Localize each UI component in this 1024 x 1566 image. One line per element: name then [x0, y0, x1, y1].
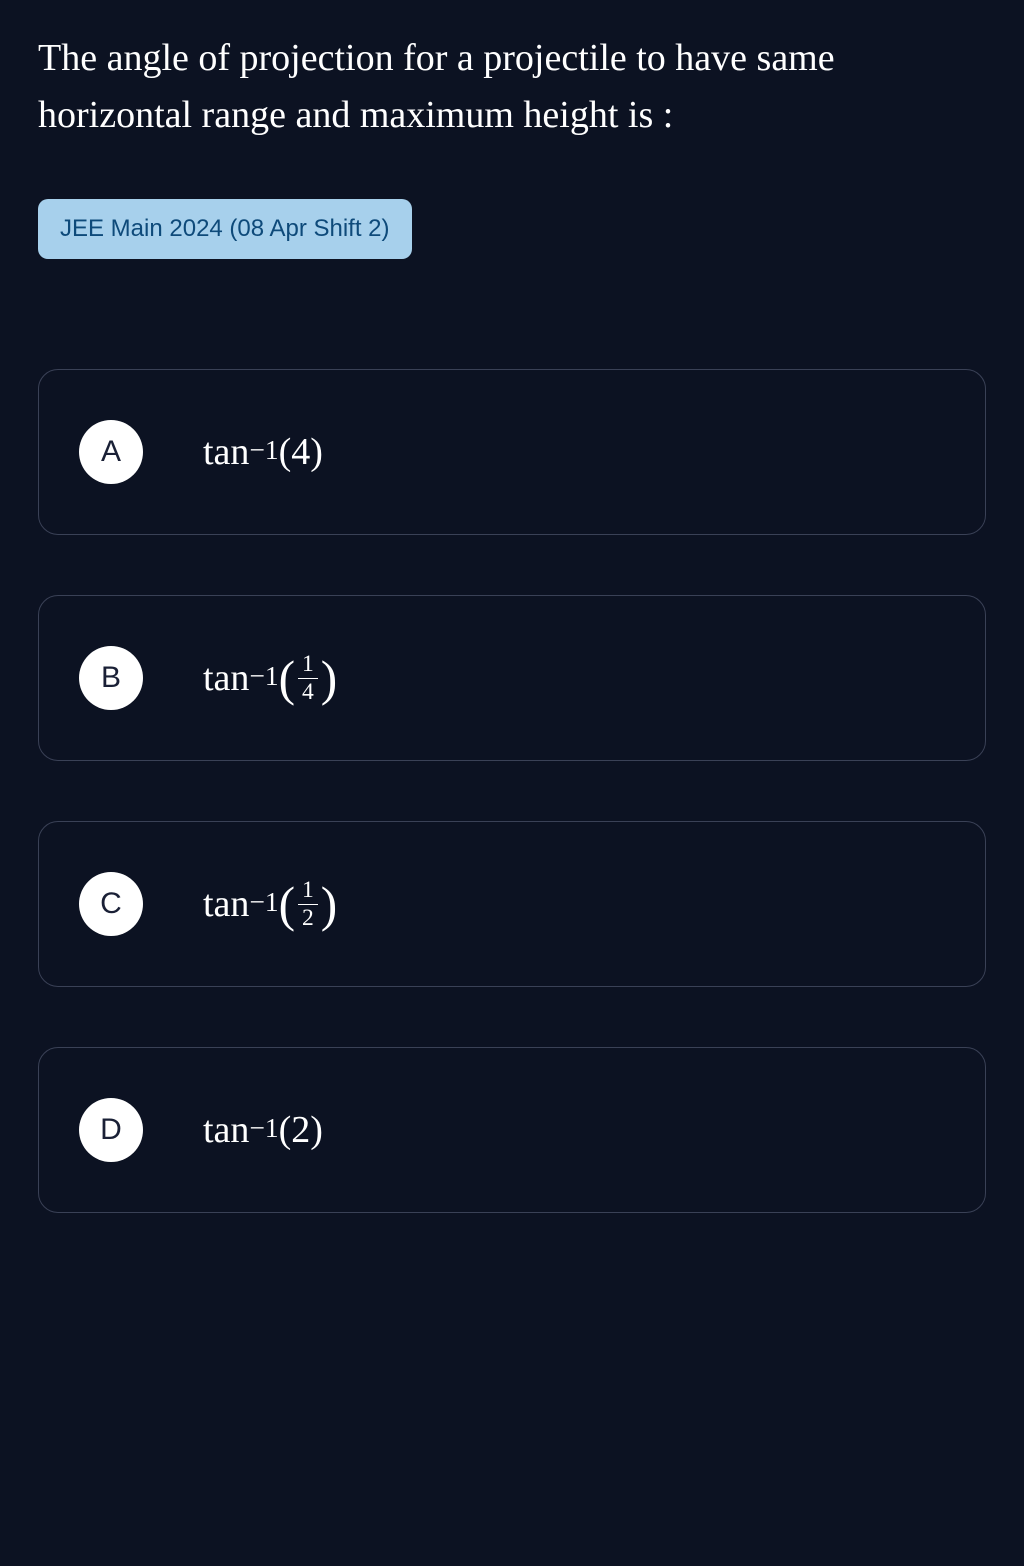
option-c-math: tan−1(12)	[203, 876, 337, 933]
option-d-math: tan−1(2)	[203, 1108, 323, 1152]
question-text: The angle of projection for a projectile…	[38, 30, 986, 144]
option-b-letter: B	[79, 646, 143, 710]
option-c[interactable]: C tan−1(12)	[38, 821, 986, 987]
option-a[interactable]: A tan−1(4)	[38, 369, 986, 535]
option-a-letter: A	[79, 420, 143, 484]
option-d[interactable]: D tan−1(2)	[38, 1047, 986, 1213]
options-container: A tan−1(4) B tan−1(14) C tan−1(12) D tan…	[38, 369, 986, 1213]
exam-tag[interactable]: JEE Main 2024 (08 Apr Shift 2)	[38, 199, 412, 259]
option-b-math: tan−1(14)	[203, 650, 337, 707]
option-a-math: tan−1(4)	[203, 430, 323, 474]
option-d-letter: D	[79, 1098, 143, 1162]
option-c-letter: C	[79, 872, 143, 936]
option-b[interactable]: B tan−1(14)	[38, 595, 986, 761]
